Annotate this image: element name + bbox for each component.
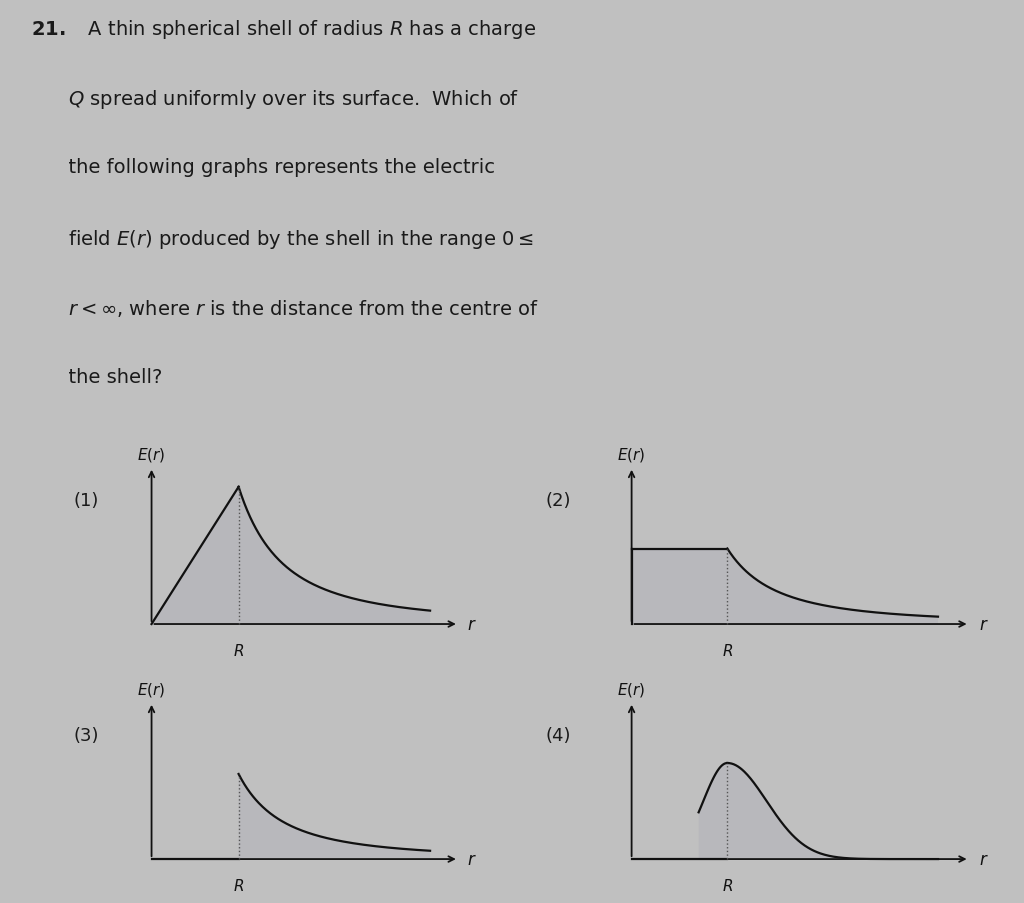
Text: $\mathbf{21.}$   A thin spherical shell of radius $R$ has a charge: $\mathbf{21.}$ A thin spherical shell of…	[31, 18, 536, 41]
Polygon shape	[239, 774, 430, 859]
Polygon shape	[632, 549, 938, 624]
Text: (4): (4)	[546, 726, 571, 744]
Text: $Q$ spread uniformly over its surface.  Which of: $Q$ spread uniformly over its surface. W…	[31, 88, 519, 111]
Polygon shape	[698, 763, 938, 859]
Text: $r$: $r$	[979, 850, 988, 868]
Text: the following graphs represents the electric: the following graphs represents the elec…	[31, 158, 495, 177]
Text: $E(r)$: $E(r)$	[617, 680, 646, 698]
Text: (3): (3)	[74, 726, 99, 744]
Text: field $E(r)$ produced by the shell in the range $0 \leq$: field $E(r)$ produced by the shell in th…	[31, 228, 534, 251]
Text: $R$: $R$	[233, 642, 244, 658]
Text: $r$: $r$	[467, 850, 476, 868]
Text: $R$: $R$	[722, 877, 733, 893]
Text: (1): (1)	[74, 491, 99, 509]
Text: $E(r)$: $E(r)$	[137, 445, 166, 463]
Text: $E(r)$: $E(r)$	[137, 680, 166, 698]
Text: $r$: $r$	[979, 615, 988, 633]
Text: $R$: $R$	[722, 642, 733, 658]
Text: $E(r)$: $E(r)$	[617, 445, 646, 463]
Text: $r$: $r$	[467, 615, 476, 633]
Text: $R$: $R$	[233, 877, 244, 893]
Polygon shape	[152, 488, 430, 624]
Text: $r < \infty$, where $r$ is the distance from the centre of: $r < \infty$, where $r$ is the distance …	[31, 298, 539, 319]
Text: the shell?: the shell?	[31, 368, 162, 387]
Text: (2): (2)	[546, 491, 571, 509]
